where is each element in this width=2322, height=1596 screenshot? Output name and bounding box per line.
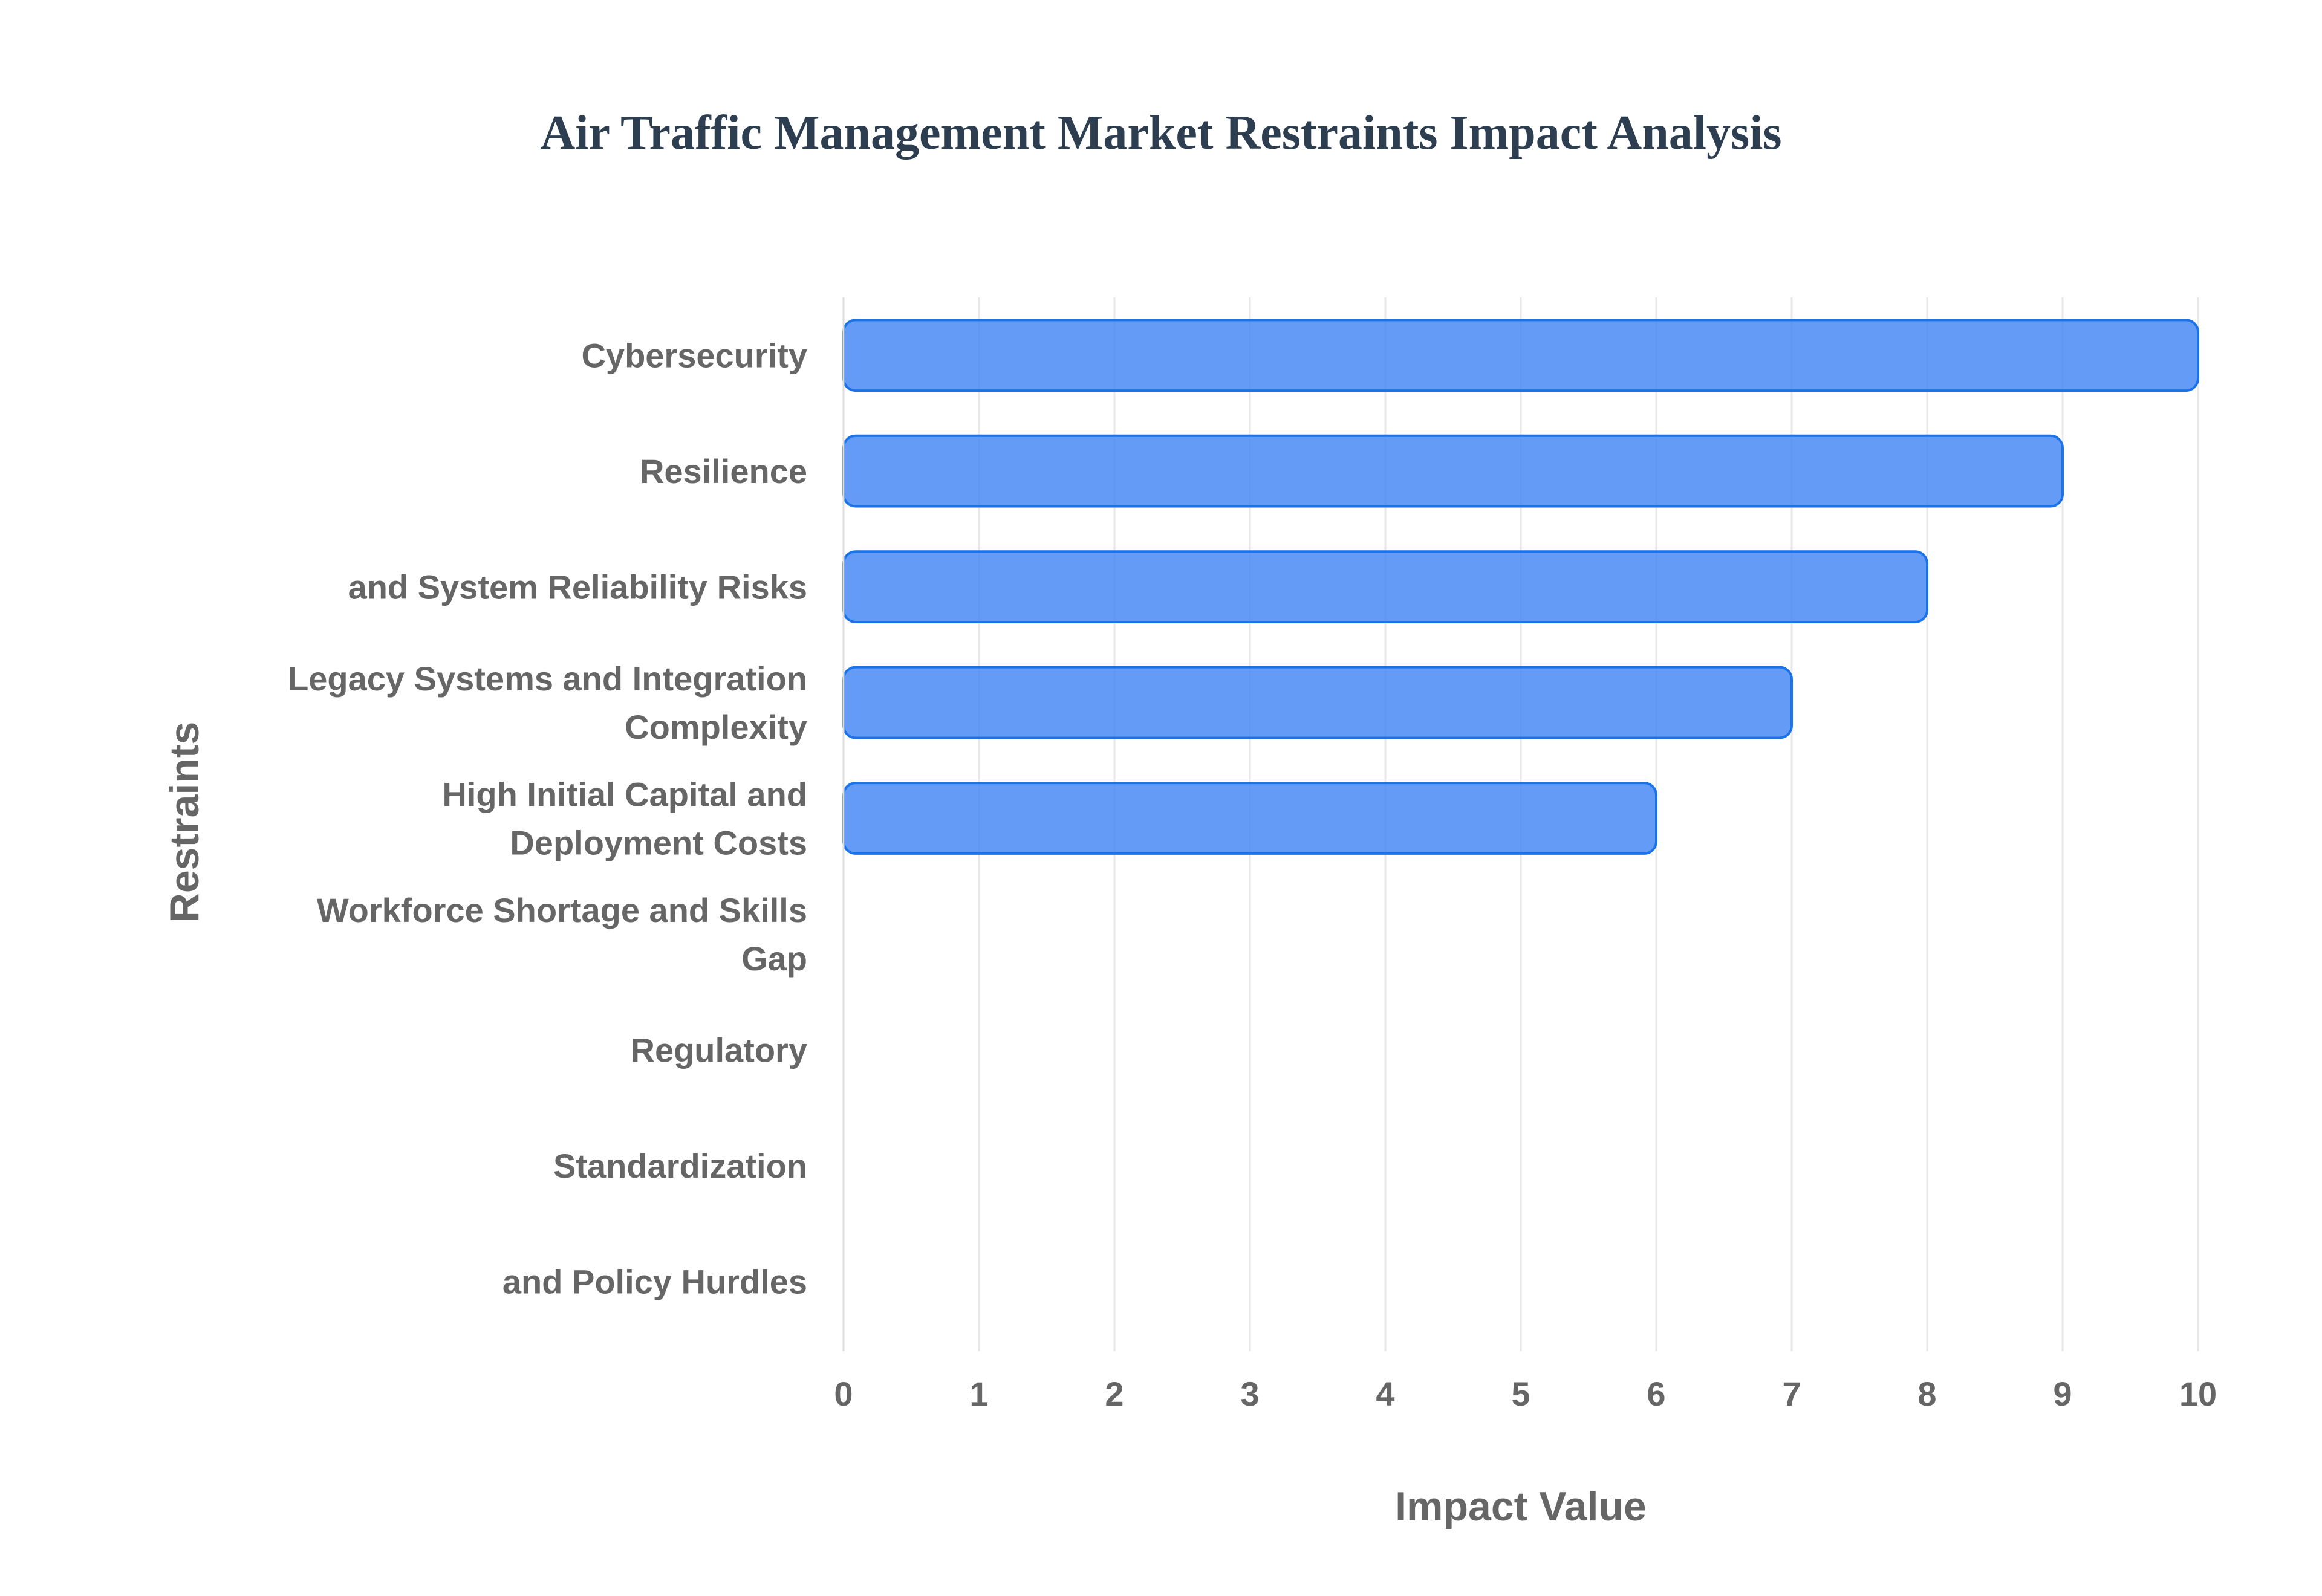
- x-tick-label: 10: [2179, 1375, 2217, 1413]
- y-tick-label: Standardization: [553, 1147, 807, 1185]
- x-tick-label: 5: [1511, 1375, 1530, 1413]
- y-tick-label: Complexity: [625, 708, 807, 746]
- bars: [842, 319, 2199, 855]
- x-tick-label: 4: [1376, 1375, 1394, 1413]
- y-tick-label: Workforce Shortage and Skills: [317, 891, 807, 929]
- labels: 0 1 2 3 4 5 6 7 8 9 10 Cybersecurity Resilience and S…: [288, 337, 2217, 1413]
- y-tick-label: and System Reliability Risks: [348, 568, 807, 606]
- chart-title: Air Traffic Management Market Restraints…: [540, 106, 1782, 160]
- y-tick-label: High Initial Capital and: [442, 776, 807, 814]
- bar: [842, 319, 2199, 392]
- x-tick-label: 9: [2053, 1375, 2072, 1413]
- x-tick-label: 8: [1917, 1375, 1936, 1413]
- bar: [842, 782, 1657, 855]
- x-axis-title: Impact Value: [1395, 1484, 1647, 1529]
- y-axis-title: Restraints: [161, 722, 207, 923]
- x-tick-label: 7: [1782, 1375, 1801, 1413]
- y-tick-label: Regulatory: [631, 1031, 808, 1069]
- x-tick-label: 6: [1647, 1375, 1665, 1413]
- x-tick-label: 2: [1105, 1375, 1124, 1413]
- y-tick-label: Deployment Costs: [510, 824, 807, 862]
- x-tick-label: 3: [1240, 1375, 1259, 1413]
- y-tick-label: and Policy Hurdles: [502, 1262, 807, 1300]
- y-tick-label: Gap: [741, 939, 807, 978]
- x-tick-label: 1: [969, 1375, 988, 1413]
- y-tick-label: Resilience: [640, 452, 807, 490]
- bar: [842, 666, 1793, 739]
- y-tick-label: Cybersecurity: [581, 337, 807, 375]
- y-tick-label: Legacy Systems and Integration: [288, 660, 807, 698]
- bar: [842, 550, 1928, 624]
- x-tick-label: 0: [834, 1375, 853, 1413]
- bar: [842, 434, 2064, 508]
